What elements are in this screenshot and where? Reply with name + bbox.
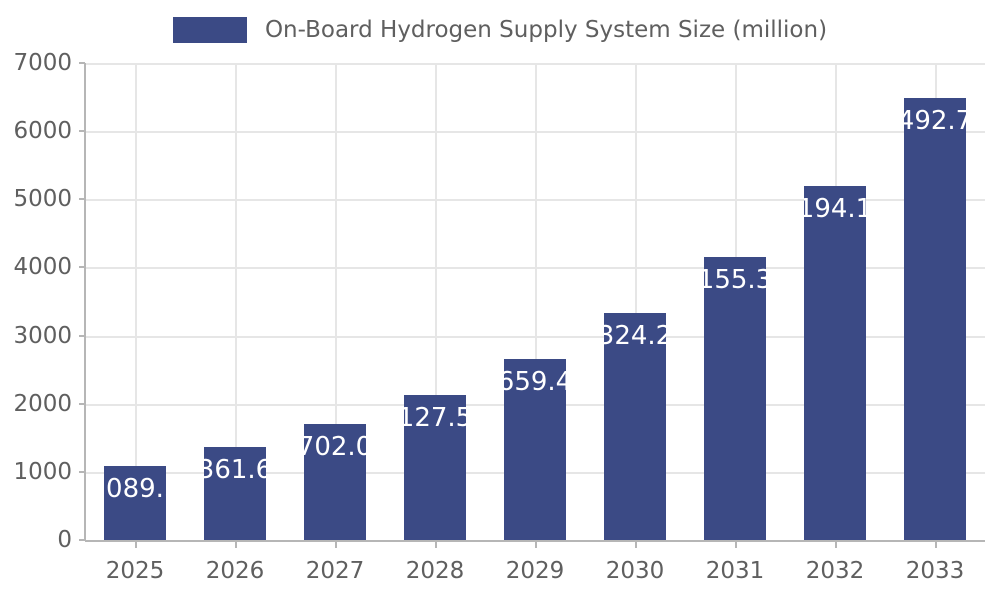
x-tick-mark: [835, 541, 837, 548]
x-tick-mark: [435, 541, 437, 548]
plot-area: 1089.3 1361.62 1702.03 2127.53 2659.42 3324.2…: [85, 63, 985, 542]
y-tick-label: 5000: [13, 186, 72, 213]
bar[interactable]: 3324.28: [604, 313, 666, 540]
bar-value-label: 1089.3: [104, 473, 166, 504]
x-tick-label: 2029: [505, 558, 565, 584]
gridline-vertical: [535, 63, 537, 540]
bar-value-label: 5194.18: [804, 194, 866, 225]
x-tick-label: 2030: [605, 558, 665, 584]
bar[interactable]: 1089.3: [104, 465, 166, 540]
legend-entry[interactable]: On-Board Hydrogen Supply System Size (mi…: [172, 17, 828, 43]
x-tick-mark: [535, 541, 537, 548]
gridline-vertical: [135, 63, 137, 540]
y-tick-mark: [79, 130, 85, 133]
gridline-vertical: [435, 63, 437, 540]
bar[interactable]: 5194.18: [804, 186, 866, 540]
bar[interactable]: 1702.03: [304, 424, 366, 540]
y-axis-spine: [84, 63, 86, 541]
bar-value-label: 1361.62: [204, 455, 266, 486]
bar[interactable]: 4155.35: [704, 256, 766, 540]
x-tick-mark: [235, 541, 237, 548]
chart-legend: On-Board Hydrogen Supply System Size (mi…: [0, 10, 1000, 50]
x-tick-label: 2026: [205, 558, 265, 584]
legend-label: On-Board Hydrogen Supply System Size (mi…: [264, 17, 828, 43]
x-tick-label: 2025: [105, 558, 165, 584]
bar-value-label: 3324.28: [604, 321, 666, 352]
y-tick-mark: [79, 470, 85, 473]
y-tick-mark: [79, 334, 85, 337]
bar[interactable]: 2127.53: [404, 395, 466, 540]
y-tick-mark: [79, 402, 85, 405]
x-tick-label: 2032: [805, 558, 865, 584]
x-tick-mark: [135, 541, 137, 548]
legend-swatch-icon: [172, 17, 247, 43]
bar-value-label: 1702.03: [304, 432, 366, 463]
y-tick-mark: [79, 62, 85, 64]
x-tick-label: 2027: [305, 558, 365, 584]
bar-value-label: 2127.53: [404, 403, 466, 434]
x-tick-mark: [635, 541, 637, 548]
y-tick-label: 1000: [13, 458, 72, 485]
y-tick-label: 2000: [13, 390, 72, 417]
x-tick-mark: [935, 541, 937, 548]
bar-value-label: 6492.73: [904, 105, 966, 136]
gridline-vertical: [635, 63, 637, 540]
x-tick-label: 2031: [705, 558, 765, 584]
x-tick-label: 2028: [405, 558, 465, 584]
bar-value-label: 2659.42: [504, 366, 566, 397]
x-tick-mark: [735, 541, 737, 548]
bar-value-label: 4155.35: [704, 264, 766, 295]
x-tick-label: 2033: [905, 558, 965, 584]
gridline-vertical: [235, 63, 237, 540]
gridline-vertical: [335, 63, 337, 540]
y-tick-mark: [79, 539, 85, 541]
x-tick-mark: [335, 541, 337, 548]
y-tick-label: 3000: [13, 322, 72, 349]
y-tick-label: 0: [57, 527, 72, 553]
bar[interactable]: 2659.42: [504, 358, 566, 540]
y-tick-mark: [79, 266, 85, 269]
y-tick-mark: [79, 198, 85, 201]
y-tick-label: 4000: [13, 254, 72, 281]
bar[interactable]: 1361.62: [204, 447, 266, 540]
y-tick-label: 6000: [13, 118, 72, 145]
bar[interactable]: 6492.73: [904, 97, 966, 540]
y-tick-label: 7000: [13, 50, 72, 76]
